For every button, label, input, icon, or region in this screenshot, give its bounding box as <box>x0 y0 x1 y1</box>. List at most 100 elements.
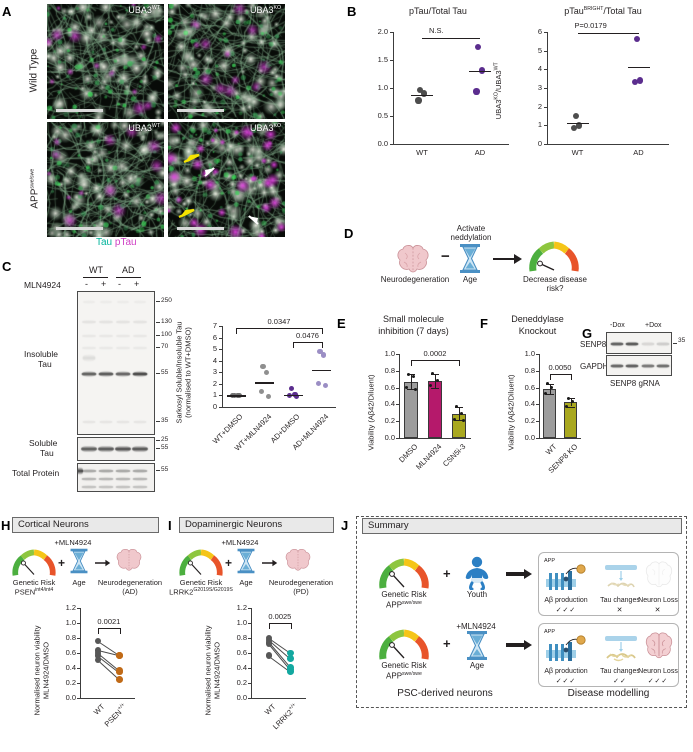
y-tick <box>76 683 80 684</box>
y-tick-label: 1.5 <box>377 55 388 64</box>
data-point <box>415 97 422 104</box>
micrograph-title: UBA3WT <box>128 5 160 15</box>
x-axis <box>80 698 135 700</box>
data-point <box>475 43 482 51</box>
youth-icon <box>462 556 492 595</box>
y-tick <box>395 421 399 423</box>
significance-line <box>236 327 322 329</box>
panel-j-row2-genetic-risk: Genetic Risk <box>381 661 427 670</box>
y-tick <box>543 106 547 108</box>
y-tick <box>389 144 393 145</box>
data-point <box>260 364 266 370</box>
significance-line <box>269 623 291 625</box>
significance-tick <box>411 359 413 366</box>
micrograph-title: UBA3KO <box>249 5 281 15</box>
y-tick <box>76 638 80 639</box>
blot-insoluble-tau <box>77 291 155 435</box>
error-bar <box>570 398 572 407</box>
error-bar <box>435 374 436 388</box>
blot-label-soluble-2: Tau <box>40 448 54 458</box>
panel-g-mw-tick <box>673 343 677 344</box>
panel-e-title-1: Small molecule <box>382 314 445 324</box>
panel-j-row1-genetic-risk: Genetic Risk <box>381 590 427 599</box>
y-tick <box>247 653 251 654</box>
significance-line <box>98 627 120 629</box>
p-value-label: 0.0002 <box>423 348 447 358</box>
data-point <box>571 400 575 404</box>
panel-a-row-label-app: APPswe/swe <box>29 168 41 209</box>
data-point <box>317 348 323 354</box>
blot-label-soluble-1: Soluble <box>29 438 58 448</box>
y-tick <box>395 387 399 389</box>
mean-line <box>226 395 246 397</box>
y-tick-label: 0.6 <box>65 648 76 657</box>
blot-mw-tick <box>156 448 160 449</box>
blot-mw-tick <box>156 322 160 323</box>
y-tick <box>535 354 539 355</box>
blot-mw-label: 130 <box>161 318 172 325</box>
y-tick <box>218 372 222 374</box>
y-tick <box>218 407 222 408</box>
y-axis <box>539 354 541 438</box>
panel-d-activate-line2: neddylation <box>450 233 492 242</box>
data-point-mutant <box>287 668 294 675</box>
panel-b2-ylabel: UBA3KO/UBA3WT <box>493 62 503 120</box>
panel-d-letter: D <box>344 226 354 241</box>
panel-h-outcome-2: (AD) <box>122 587 138 596</box>
y-tick-label: 1.0 <box>65 618 76 627</box>
significance-line <box>422 37 480 39</box>
y-tick-label: 1 <box>212 390 217 400</box>
data-point <box>431 371 435 375</box>
panel-h: H Cortical Neurons +MLN4924 Genetic Risk… <box>0 516 163 752</box>
y-tick <box>247 608 251 609</box>
blot-mw-tick <box>156 421 160 422</box>
significance-line <box>577 32 639 35</box>
y-axis <box>547 32 549 144</box>
data-point-wt <box>265 652 273 659</box>
y-tick <box>247 683 251 684</box>
panel-d-label-neurodegeneration: Neurodegeneration <box>380 275 450 284</box>
y-tick <box>543 144 547 145</box>
y-axis <box>399 354 401 438</box>
blot-group-underline <box>116 277 141 278</box>
significance-tick <box>119 627 121 634</box>
y-tick-label: 1.0 <box>384 349 395 358</box>
panel-c-ylabel-1: Sarkosyl Soluble/Insoluble Tau <box>174 321 184 424</box>
y-tick-label: 0.8 <box>384 365 395 375</box>
data-point <box>473 88 480 95</box>
y-tick <box>247 668 251 669</box>
significance-line <box>411 359 459 362</box>
error-cap <box>407 389 415 391</box>
micrograph-app-uba3ko: UBA3KO <box>168 122 285 237</box>
arrow-right-icon <box>506 638 533 656</box>
gauge-icon <box>10 548 58 583</box>
panel-e-title-2: inhibition (7 days) <box>378 326 449 336</box>
blot-group-underline <box>83 277 108 278</box>
panel-i-ylabel-1: Normalised neuron viability <box>203 625 213 716</box>
panel-d-activate-line1: Activate <box>456 224 486 233</box>
arrow-right-icon <box>262 555 278 573</box>
panel-b-letter: B <box>347 4 357 19</box>
panel-a: A Wild Type APPswe/swe UBA3WT UBA3KO UBA… <box>0 0 300 250</box>
panel-d-label-age: Age <box>462 275 478 284</box>
panel-j-row2-drug: +MLN4924 <box>456 622 496 631</box>
data-point-mutant <box>116 676 123 683</box>
data-point <box>322 382 328 388</box>
panel-j-row1-outcome-0-mark: ✓✓✓ <box>555 607 577 614</box>
panel-j: J Summary Genetic Risk APPswe/swe + Yout… <box>340 516 693 752</box>
significance-tick <box>269 623 271 629</box>
panel-i-title: Dopaminergic Neurons <box>179 517 334 533</box>
y-tick <box>389 32 393 33</box>
data-point <box>543 392 547 396</box>
x-axis <box>393 144 509 146</box>
error-cap <box>545 383 554 385</box>
y-tick <box>218 383 222 385</box>
blot-treatment-2: - <box>118 279 121 289</box>
arrow-right-icon <box>493 252 523 270</box>
panel-h-genetic-risk: Genetic Risk <box>12 578 56 587</box>
panel-i-letter: I <box>168 518 172 533</box>
y-tick-label: 2 <box>212 378 217 388</box>
mean-line <box>312 369 332 371</box>
yellow-arrow-icon <box>175 207 195 225</box>
panel-g-lane-label-minus-dox: -Dox <box>610 322 625 329</box>
